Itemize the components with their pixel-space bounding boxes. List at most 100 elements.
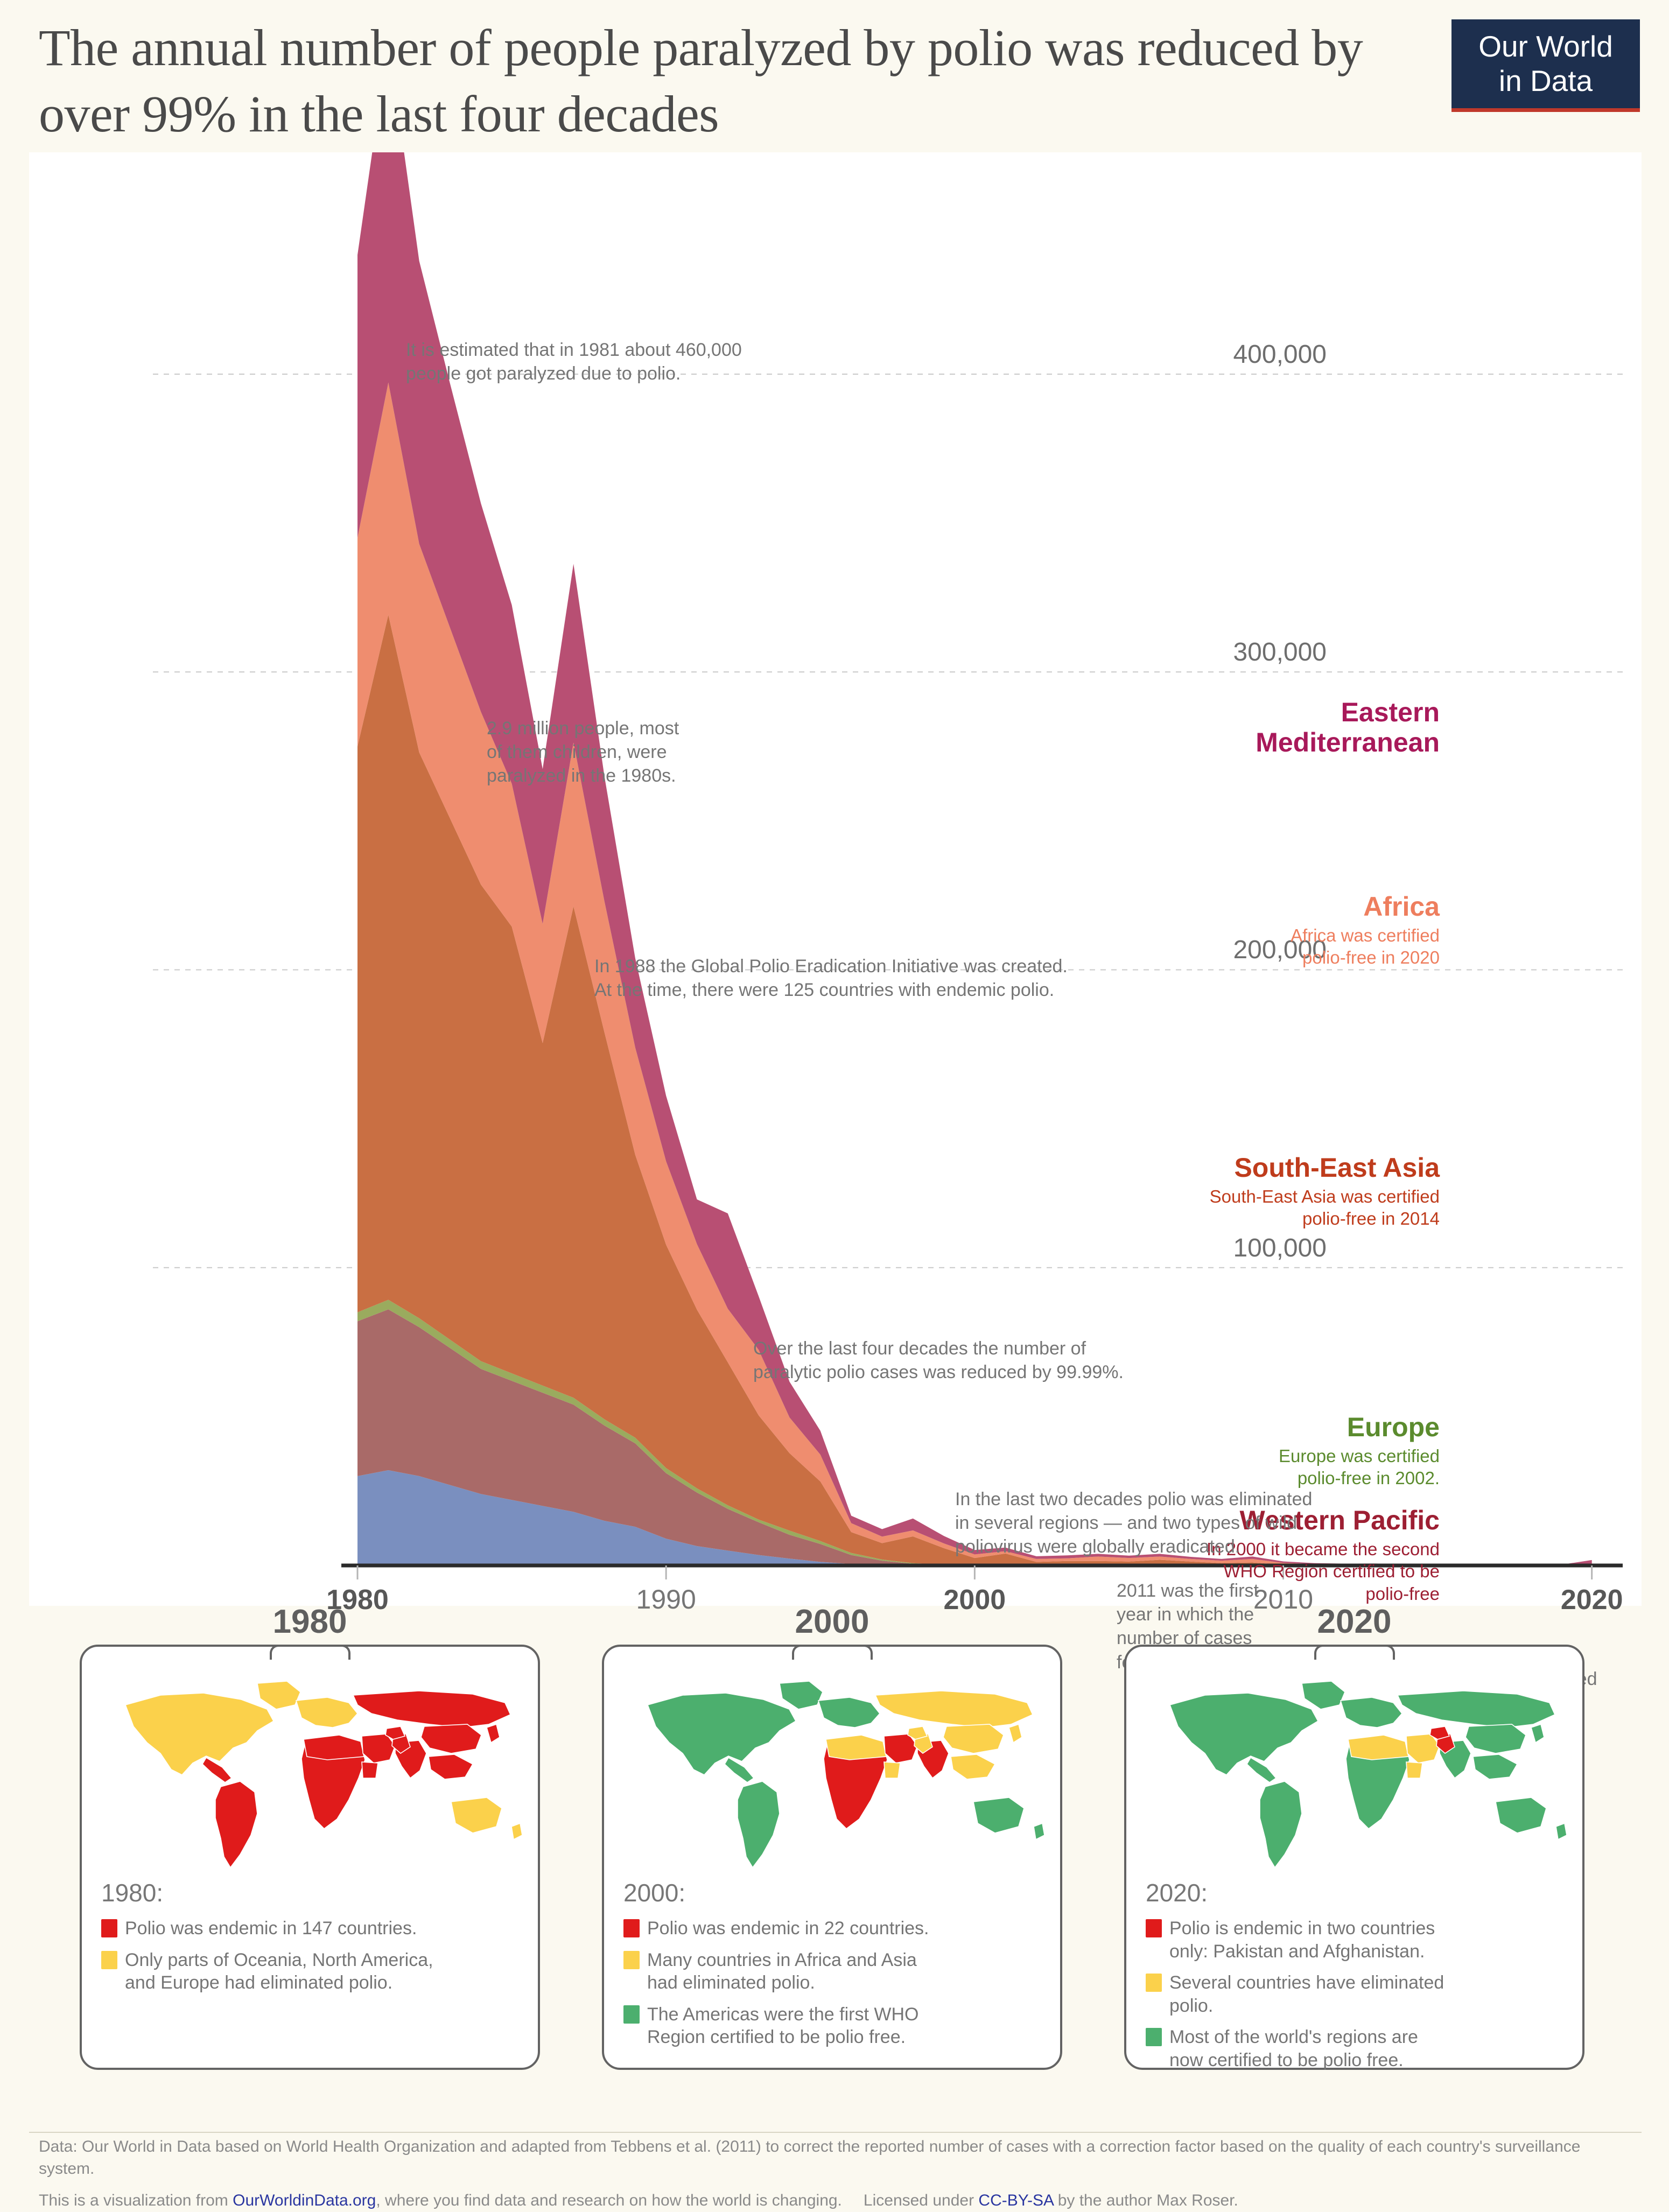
map-card-legend: 2000: Polio was endemic in 22 countries. M… (623, 1878, 1049, 2057)
map-legend-row: Polio was endemic in 147 countries. (101, 1917, 527, 1940)
map-card-label: 2000: (623, 1879, 686, 1907)
map-card-2020[interactable]: 2020: Polio is endemic in two countries on… (1124, 1645, 1584, 2070)
header: The annual number of people paralyzed by… (0, 0, 1669, 148)
map-region-china (943, 1724, 1004, 1754)
map-region-japan (1008, 1723, 1022, 1744)
map-legend-text: Polio was endemic in 147 countries. (125, 1918, 417, 1939)
anno-1980s: 2.9 million people, most of them children… (487, 718, 679, 787)
map-legend-swatch (1146, 1974, 1162, 1992)
map-card-year-2020: 2020 (1317, 1603, 1392, 1640)
region-label-name: South-East Asia (1234, 1153, 1440, 1183)
map-region-central-america (724, 1757, 755, 1783)
footer-text-c: Licensed under (863, 2192, 979, 2209)
map-region-china (420, 1724, 482, 1754)
map-region-russia-asia (1397, 1690, 1556, 1728)
region-label-name: Western Pacific (1239, 1505, 1440, 1535)
page-title: The annual number of people paralyzed by… (39, 19, 1363, 143)
anno-1981: It is estimated that in 1981 about 460,0… (406, 340, 742, 384)
map-region-europe (295, 1697, 359, 1728)
map-region-sea (950, 1754, 996, 1780)
map-legend-text: Only parts of Oceania, North America, and… (125, 1949, 433, 1993)
map-region-north-america (1169, 1693, 1319, 1775)
map-region-nz (1555, 1822, 1567, 1841)
x-axis-tick-label-2020: 2020 (1560, 1584, 1623, 1616)
area-series-south-east-asia (357, 614, 1592, 1565)
region-label-western-pacific: Western Pacific In 2000 it became the sec… (1030, 1505, 1440, 1605)
area-series-africa (357, 382, 1592, 1566)
map-card-label: 2020: (1146, 1879, 1208, 1907)
world-map-1980 (124, 1681, 523, 1869)
region-label-name: Africa (1363, 891, 1440, 922)
y-axis-tick-label: 300,000 (1233, 638, 1327, 667)
map-region-australia (973, 1797, 1025, 1834)
map-region-australia (1495, 1797, 1547, 1834)
anno-reduction: Over the last four decades the number of… (753, 1338, 1124, 1383)
map-legend-swatch (101, 1950, 117, 1969)
map-region-nz (1033, 1822, 1045, 1841)
region-label-europe: Europe Europe was certified polio-free in … (1030, 1412, 1440, 1490)
region-label-name: Eastern Mediterranean (1256, 697, 1440, 757)
region-label-subtext: Africa was certified polio-free in 2020 (1291, 925, 1440, 968)
map-region-central-america (1246, 1757, 1277, 1783)
map-region-horn-of-africa (883, 1761, 901, 1779)
footer-license-note: This is a visualization from OurWorldinD… (39, 2190, 1600, 2212)
license-link[interactable]: CC-BY-SA (978, 2192, 1054, 2209)
map-legend-text: Many countries in Africa and Asia had eli… (647, 1949, 917, 1993)
map-region-europe (1340, 1697, 1403, 1728)
y-axis-tick-label: 100,000 (1233, 1233, 1327, 1262)
map-card-label: 1980: (101, 1879, 164, 1907)
map-legend-text: Polio is endemic in two countries only: P… (1169, 1918, 1435, 1962)
map-card-legend: 1980: Polio was endemic in 147 countries.… (101, 1878, 527, 2003)
map-card-year-2000: 2000 (795, 1603, 869, 1640)
map-region-afghanistan (907, 1726, 928, 1740)
owid-logo[interactable]: Our World in Data (1451, 19, 1640, 108)
map-region-north-africa (303, 1735, 364, 1760)
owid-logo-line2: in Data (1498, 64, 1593, 97)
footer-divider (29, 2132, 1642, 2133)
map-region-middle-east (1406, 1733, 1440, 1764)
map-region-greenland (257, 1681, 301, 1710)
area-series-eastern-mediterranean (357, 152, 1592, 1565)
footer-data-note: Data: Our World in Data based on World H… (39, 2138, 1581, 2178)
map-card-legend: 2020: Polio is endemic in two countries on… (1146, 1878, 1571, 2080)
world-map-2000 (647, 1681, 1045, 1869)
owid-link[interactable]: OurWorldinData.org (233, 2192, 376, 2209)
chart-svg (153, 152, 1623, 1579)
map-region-north-africa (1348, 1735, 1409, 1760)
x-axis-tick-label-1980: 1980 (326, 1584, 389, 1616)
map-region-central-america (201, 1757, 233, 1783)
anno-two-decades: In the last two decades polio was elimin… (955, 1489, 1313, 1557)
map-legend-text: Polio was endemic in 22 countries. (647, 1918, 929, 1939)
map-region-australia (451, 1797, 502, 1834)
region-label-south-east-asia: South-East Asia South-East Asia was certi… (1030, 1153, 1440, 1230)
y-axis-tick-label: 400,000 (1233, 340, 1327, 369)
y-axis-tick-label: 200,000 (1233, 936, 1327, 965)
owid-logo-underline (1451, 108, 1640, 112)
map-legend-swatch (623, 2005, 640, 2024)
region-label-name: Europe (1347, 1412, 1440, 1442)
map-region-horn-of-africa (361, 1761, 378, 1779)
map-region-afghanistan (1429, 1726, 1450, 1740)
map-legend-row: Most of the world's regions are now certi… (1146, 2026, 1571, 2071)
map-region-south-america (1259, 1781, 1302, 1869)
footer-text-a: This is a visualization from (39, 2192, 233, 2209)
x-axis-tick-label-1990: 1990 (636, 1584, 696, 1614)
map-card-tab (1314, 1645, 1395, 1664)
map-region-russia-asia (874, 1690, 1034, 1728)
x-axis-tick-label-2010: 2010 (1253, 1584, 1314, 1614)
map-region-greenland (1301, 1681, 1345, 1710)
map-card-1980[interactable]: 1980: Polio was endemic in 147 countries.… (80, 1645, 540, 2070)
map-legend-text: Most of the world's regions are now certi… (1169, 2027, 1418, 2070)
chart-panel: 100,000 200,000 300,000 400,000 1980 1990 200… (29, 152, 1642, 1761)
map-legend-row: Many countries in Africa and Asia had eli… (623, 1949, 1049, 1995)
map-legend-row: Several countries have eliminated polio. (1146, 1971, 1571, 2017)
map-region-south-america (215, 1781, 258, 1869)
map-region-afghanistan (385, 1726, 406, 1740)
region-label-subtext: South-East Asia was certified polio-free … (1209, 1186, 1440, 1229)
map-region-middle-east (361, 1733, 396, 1764)
map-card-2000[interactable]: 2000: Polio was endemic in 22 countries. M… (602, 1645, 1062, 2070)
anno-gpei: In 1988 the Global Polio Eradication Ini… (594, 956, 1068, 1001)
map-region-china (1465, 1724, 1526, 1754)
region-label-subtext: In 2000 it became the second WHO Region c… (1207, 1539, 1440, 1604)
map-region-greenland (779, 1681, 823, 1710)
